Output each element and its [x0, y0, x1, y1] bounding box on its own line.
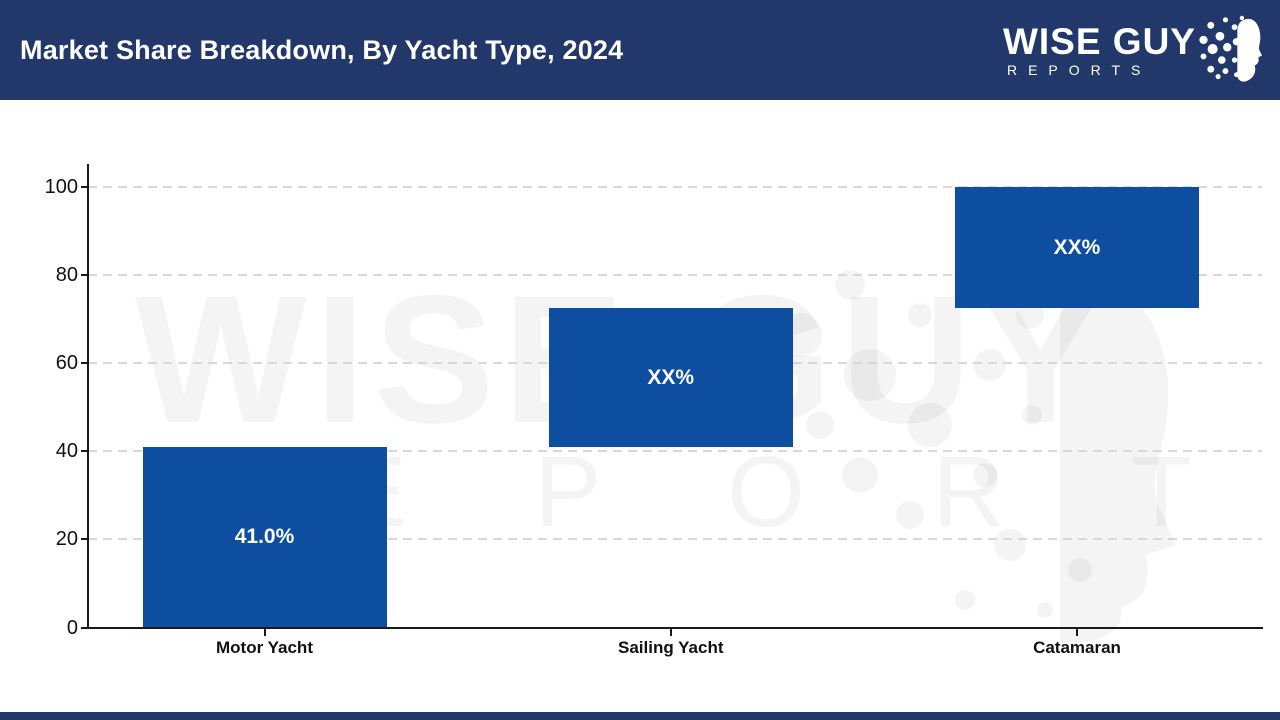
- header-bar: Market Share Breakdown, By Yacht Type, 2…: [0, 0, 1280, 100]
- logo-text: WISE GUY REPORTS: [1003, 23, 1196, 77]
- category-label: Sailing Yacht: [617, 638, 724, 657]
- y-tick-label: 60: [55, 352, 78, 375]
- y-tick-mark: [81, 186, 88, 188]
- y-tick-label: 20: [55, 528, 78, 551]
- y-tick-label: 100: [44, 176, 78, 198]
- bar: XX%: [548, 308, 793, 447]
- footer-bar: [0, 712, 1280, 720]
- y-tick-mark: [81, 538, 88, 541]
- logo-wordmark: WISE GUY: [1002, 21, 1196, 62]
- y-tick-mark: [81, 450, 88, 453]
- gridline: [88, 186, 1262, 188]
- bar: XX%: [955, 187, 1199, 309]
- category-label: Catamaran: [1033, 638, 1121, 657]
- logo-subtitle: REPORTS: [1006, 62, 1152, 78]
- y-tick-mark: [81, 362, 88, 365]
- x-axis-line: [87, 627, 1263, 629]
- y-tick-label: 0: [66, 616, 78, 639]
- x-tick-mark: [263, 629, 266, 636]
- bar: 41.0%: [142, 446, 387, 628]
- y-tick-label: 40: [55, 440, 78, 463]
- gridline: [88, 450, 1262, 453]
- bar-value-label: XX%: [647, 365, 695, 389]
- page-title: Market Share Breakdown, By Yacht Type, 2…: [20, 34, 624, 65]
- y-tick-mark: [81, 626, 88, 629]
- y-tick-label: 80: [55, 264, 78, 287]
- logo-face-icon: [1199, 15, 1262, 82]
- x-tick-mark: [669, 629, 672, 636]
- x-tick-mark: [1076, 629, 1078, 636]
- wise-guy-reports-logo: WISE GUY REPORTS: [1003, 11, 1262, 89]
- gridline: [88, 274, 1262, 277]
- bar-value-label: XX%: [1053, 235, 1101, 259]
- bar-value-label: 41.0%: [234, 525, 295, 549]
- y-tick-mark: [81, 274, 88, 277]
- y-axis-line: [87, 164, 89, 629]
- gridline: [88, 538, 1262, 541]
- category-label: Motor Yacht: [216, 638, 313, 657]
